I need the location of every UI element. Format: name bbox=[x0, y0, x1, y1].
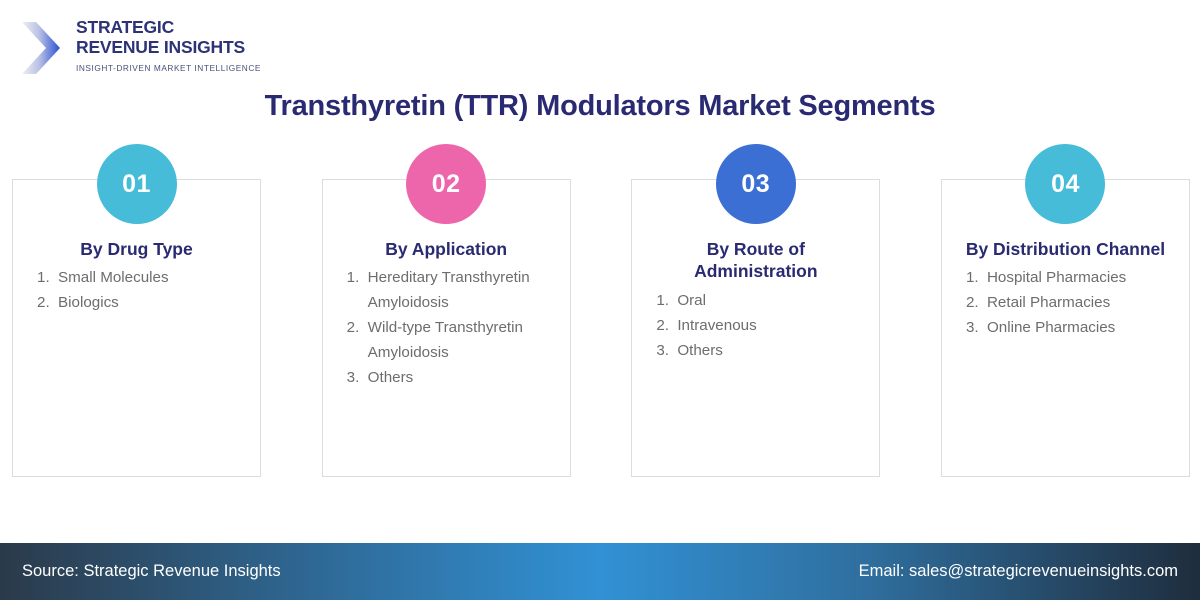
segment-list-2: Hereditary Transthyretin Amyloidosis Wil… bbox=[323, 266, 570, 391]
list-item: Biologics bbox=[37, 291, 119, 316]
brand-name-line2: REVENUE INSIGHTS bbox=[76, 36, 245, 57]
segment-card-4: 04 By Distribution Channel Hospital Phar… bbox=[940, 144, 1190, 477]
segment-heading-3: By Route of Administration bbox=[694, 239, 818, 282]
list-item: Others bbox=[656, 339, 723, 364]
list-item: Wild-type Transthyretin Amyloidosis bbox=[347, 316, 523, 362]
segment-number-badge-3: 03 bbox=[715, 144, 796, 224]
brand-logo: STRATEGIC REVENUE INSIGHTS INSIGHT-DRIVE… bbox=[20, 17, 261, 76]
list-item: Oral bbox=[656, 289, 707, 314]
segment-list-3: Oral Intravenous Others bbox=[632, 289, 879, 364]
list-item: Online Pharmacies bbox=[966, 316, 1116, 341]
segment-heading-1: By Drug Type bbox=[80, 239, 193, 259]
list-item: Intravenous bbox=[656, 314, 757, 339]
segment-heading-4: By Distribution Channel bbox=[965, 239, 1166, 259]
list-item: Hospital Pharmacies bbox=[966, 266, 1127, 291]
segment-number-badge-2: 02 bbox=[406, 144, 487, 224]
list-item: Small Molecules bbox=[37, 266, 169, 291]
segment-number-badge-1: 01 bbox=[96, 144, 177, 224]
segment-list-4: Hospital Pharmacies Retail Pharmacies On… bbox=[942, 266, 1189, 341]
segment-heading-2: By Application bbox=[385, 239, 508, 259]
segment-card-1: 01 By Drug Type Small Molecules Biologic… bbox=[12, 144, 261, 477]
page-title: Transthyretin (TTR) Modulators Market Se… bbox=[264, 90, 936, 122]
brand-name-line1: STRATEGIC bbox=[76, 17, 175, 37]
footer-bar: Source: Strategic Revenue Insights Email… bbox=[0, 543, 1200, 600]
list-item: Retail Pharmacies bbox=[966, 291, 1111, 316]
segment-number-badge-4: 04 bbox=[1025, 144, 1106, 224]
segment-card-2: 02 By Application Hereditary Transthyret… bbox=[321, 144, 571, 477]
segment-card-3: 03 By Route of Administration Oral Intra… bbox=[631, 144, 881, 477]
list-item: Hereditary Transthyretin Amyloidosis bbox=[347, 266, 530, 312]
footer-email[interactable]: Email: sales@strategicrevenueinsights.co… bbox=[858, 562, 1178, 580]
chevron-arrow-icon bbox=[20, 20, 66, 76]
segment-cards-row: 01 By Drug Type Small Molecules Biologic… bbox=[12, 144, 1190, 477]
segment-list-1: Small Molecules Biologics bbox=[13, 266, 260, 316]
brand-tagline: INSIGHT-DRIVEN MARKET INTELLIGENCE bbox=[76, 63, 261, 74]
footer-source: Source: Strategic Revenue Insights bbox=[22, 562, 281, 580]
list-item: Others bbox=[347, 366, 414, 391]
